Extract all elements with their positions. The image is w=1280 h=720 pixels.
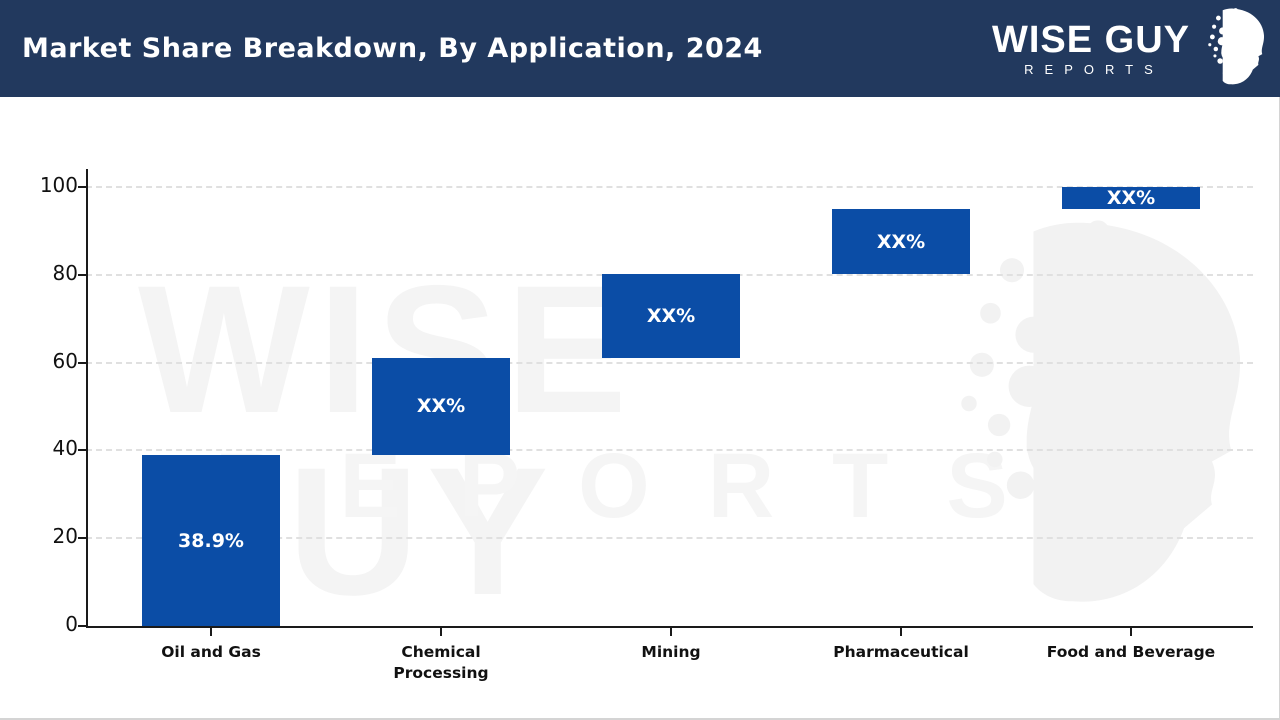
y-tick-label-80: 80	[52, 260, 78, 285]
y-tick-label-20: 20	[52, 524, 78, 549]
gridline-60	[86, 361, 1253, 364]
x-tick-3	[900, 628, 902, 636]
bar-value-label: XX%	[416, 395, 466, 418]
gridline-100	[86, 186, 1253, 188]
y-tick-label-100: 100	[39, 173, 78, 197]
bar-oil-and-gas: 38.9%	[142, 455, 280, 626]
y-tick-20	[78, 537, 86, 540]
y-tick-label-0: 0	[65, 612, 78, 636]
header-bar: Market Share Breakdown, By Application, …	[0, 0, 1280, 97]
bar-value-label: XX%	[876, 230, 926, 253]
y-tick-label-60: 60	[52, 348, 78, 373]
x-axis-label-0: Oil and Gas	[161, 643, 261, 661]
x-axis-label-4: Food and Beverage	[1046, 643, 1216, 661]
x-axis-label-1: Chemical Processing	[393, 643, 489, 682]
y-tick-60	[78, 361, 86, 364]
brand-logo: WISE GUY REPORTS	[992, 0, 1270, 97]
face-profile-icon	[1208, 7, 1265, 84]
x-axis-label-3: Pharmaceutical	[833, 643, 969, 661]
waterfall-chart: 0 20 40 60 80 100 38.9% XX% XX% XX% XX% Oil and Gas…	[0, 97, 1280, 720]
x-axis-line	[86, 626, 1253, 628]
x-tick-2	[670, 628, 672, 636]
bar-value-label: XX%	[646, 305, 696, 328]
bar-value-label: XX%	[1106, 186, 1156, 209]
y-tick-label-40: 40	[52, 436, 78, 461]
y-tick-0	[78, 625, 86, 627]
x-tick-1	[440, 628, 442, 636]
y-tick-80	[78, 273, 86, 276]
y-axis-line	[86, 169, 88, 628]
bar-chemical-processing: XX%	[372, 357, 510, 456]
brand-subtitle: REPORTS	[1024, 62, 1164, 77]
chart-title: Market Share Breakdown, By Application, …	[22, 33, 763, 64]
x-tick-4	[1130, 628, 1132, 636]
brand-name: WISE GUY	[991, 19, 1190, 61]
x-axis-label-2: Mining	[641, 643, 701, 661]
bar-mining: XX%	[602, 274, 740, 358]
bar-value-label: 38.9%	[178, 529, 244, 552]
y-tick-100	[78, 186, 86, 188]
brand-logo-text: WISE GUY REPORTS	[992, 20, 1190, 77]
gridline-20	[86, 537, 1253, 540]
gridline-40	[86, 449, 1253, 452]
bar-pharmaceutical: XX%	[832, 208, 970, 275]
x-tick-0	[210, 628, 212, 636]
y-tick-40	[78, 449, 86, 452]
bar-food-and-beverage: XX%	[1062, 187, 1200, 209]
